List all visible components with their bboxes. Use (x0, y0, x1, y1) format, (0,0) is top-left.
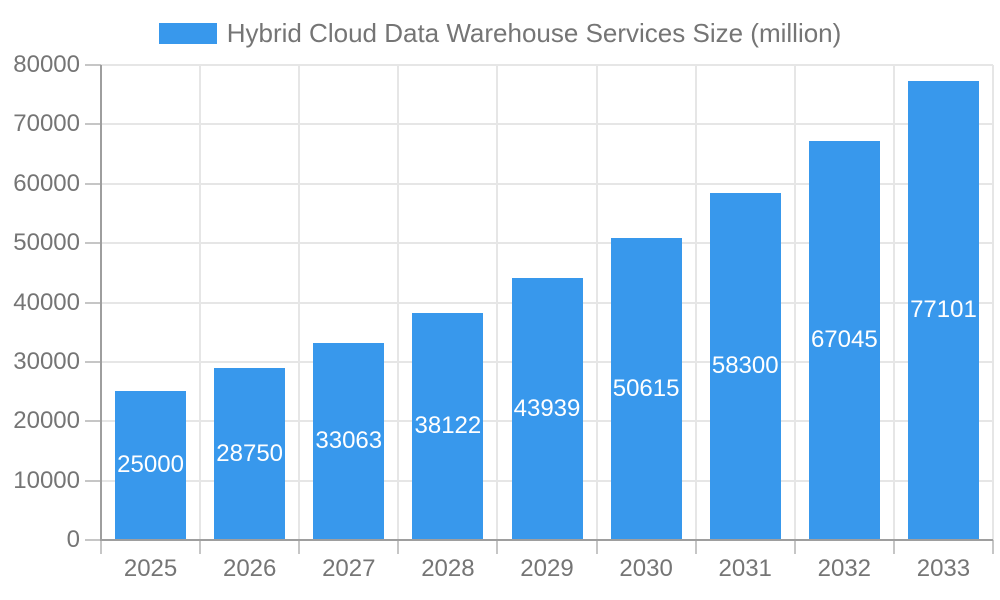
bar[interactable]: 50615 (610, 238, 682, 539)
bar[interactable]: 25000 (115, 390, 187, 539)
bar[interactable]: 33063 (313, 342, 385, 539)
bar-value-label: 25000 (117, 450, 184, 478)
bar-value-label: 50615 (612, 374, 680, 402)
legend-label: Hybrid Cloud Data Warehouse Services Siz… (226, 17, 842, 48)
bar-value-label: 58300 (711, 351, 779, 379)
y-axis-tick-label: 10000 (13, 466, 80, 494)
gridline-vertical (199, 65, 202, 540)
bar-value-label: 28750 (216, 439, 284, 467)
x-axis-tick-label: 2029 (520, 555, 574, 582)
bar-value-label: 43939 (513, 394, 581, 422)
x-axis-tick-label: 2028 (421, 555, 475, 582)
x-axis-line (100, 539, 993, 541)
x-axis-tick (100, 540, 102, 554)
bar[interactable]: 77101 (907, 81, 979, 539)
x-axis-tick (992, 540, 994, 554)
gridline-horizontal (101, 64, 993, 66)
y-axis-tick (85, 420, 101, 423)
gridline-vertical (694, 65, 697, 540)
gridline-vertical (892, 65, 895, 540)
x-axis-tick-label: 2032 (817, 555, 872, 582)
x-axis-tick-label: 2030 (619, 555, 673, 582)
gridline-horizontal (101, 242, 993, 245)
x-axis-tick (298, 540, 301, 554)
y-axis-tick-label: 30000 (13, 347, 80, 375)
x-axis-tick-label: 2027 (322, 555, 376, 582)
y-axis-tick (85, 64, 101, 66)
bar[interactable]: 28750 (214, 368, 286, 539)
gridline-vertical (793, 65, 796, 540)
x-axis-tick (199, 540, 202, 554)
bar[interactable]: 43939 (511, 278, 583, 539)
gridline-vertical (298, 65, 301, 540)
gridline-vertical (595, 65, 598, 540)
y-axis-tick-label: 40000 (13, 288, 80, 316)
bar-value-label: 33063 (315, 426, 383, 454)
bar[interactable]: 38122 (412, 312, 484, 539)
bar-value-label: 77101 (910, 296, 977, 324)
y-axis-tick (85, 301, 101, 304)
y-axis-tick-label: 60000 (13, 169, 80, 197)
x-axis-tick (595, 540, 598, 554)
x-axis-tick-label: 2025 (123, 555, 178, 582)
y-axis-tick (85, 539, 101, 541)
legend-swatch (158, 22, 217, 44)
y-axis-tick (85, 479, 101, 482)
y-axis-tick (85, 242, 101, 245)
y-axis-tick-label: 70000 (13, 110, 80, 138)
gridline-horizontal (101, 123, 993, 126)
gridline-vertical (496, 65, 499, 540)
bar-value-label: 67045 (810, 325, 878, 353)
y-axis-tick-label: 50000 (13, 229, 80, 257)
legend-item[interactable]: Hybrid Cloud Data Warehouse Services Siz… (0, 17, 1000, 49)
y-axis-tick-label: 80000 (13, 51, 80, 78)
x-axis-tick (892, 540, 895, 554)
y-axis-tick (85, 182, 101, 185)
bar[interactable]: 67045 (808, 140, 880, 539)
x-axis-tick (496, 540, 499, 554)
x-axis-tick (694, 540, 697, 554)
y-axis-tick-label: 20000 (13, 407, 80, 435)
y-axis-line (100, 65, 102, 540)
x-axis-tick (397, 540, 400, 554)
x-axis-tick-label: 2033 (916, 555, 971, 582)
bar-value-label: 38122 (414, 411, 482, 439)
gridline-vertical (397, 65, 400, 540)
y-axis-tick-label: 0 (66, 526, 80, 553)
gridline-vertical (992, 65, 994, 540)
y-axis-tick (85, 360, 101, 363)
y-axis-tick (85, 123, 101, 126)
x-axis-tick-label: 2026 (222, 555, 277, 582)
gridline-horizontal (101, 182, 993, 185)
x-axis-tick-label: 2031 (718, 555, 772, 582)
x-axis-tick (793, 540, 796, 554)
bar[interactable]: 58300 (709, 192, 781, 539)
